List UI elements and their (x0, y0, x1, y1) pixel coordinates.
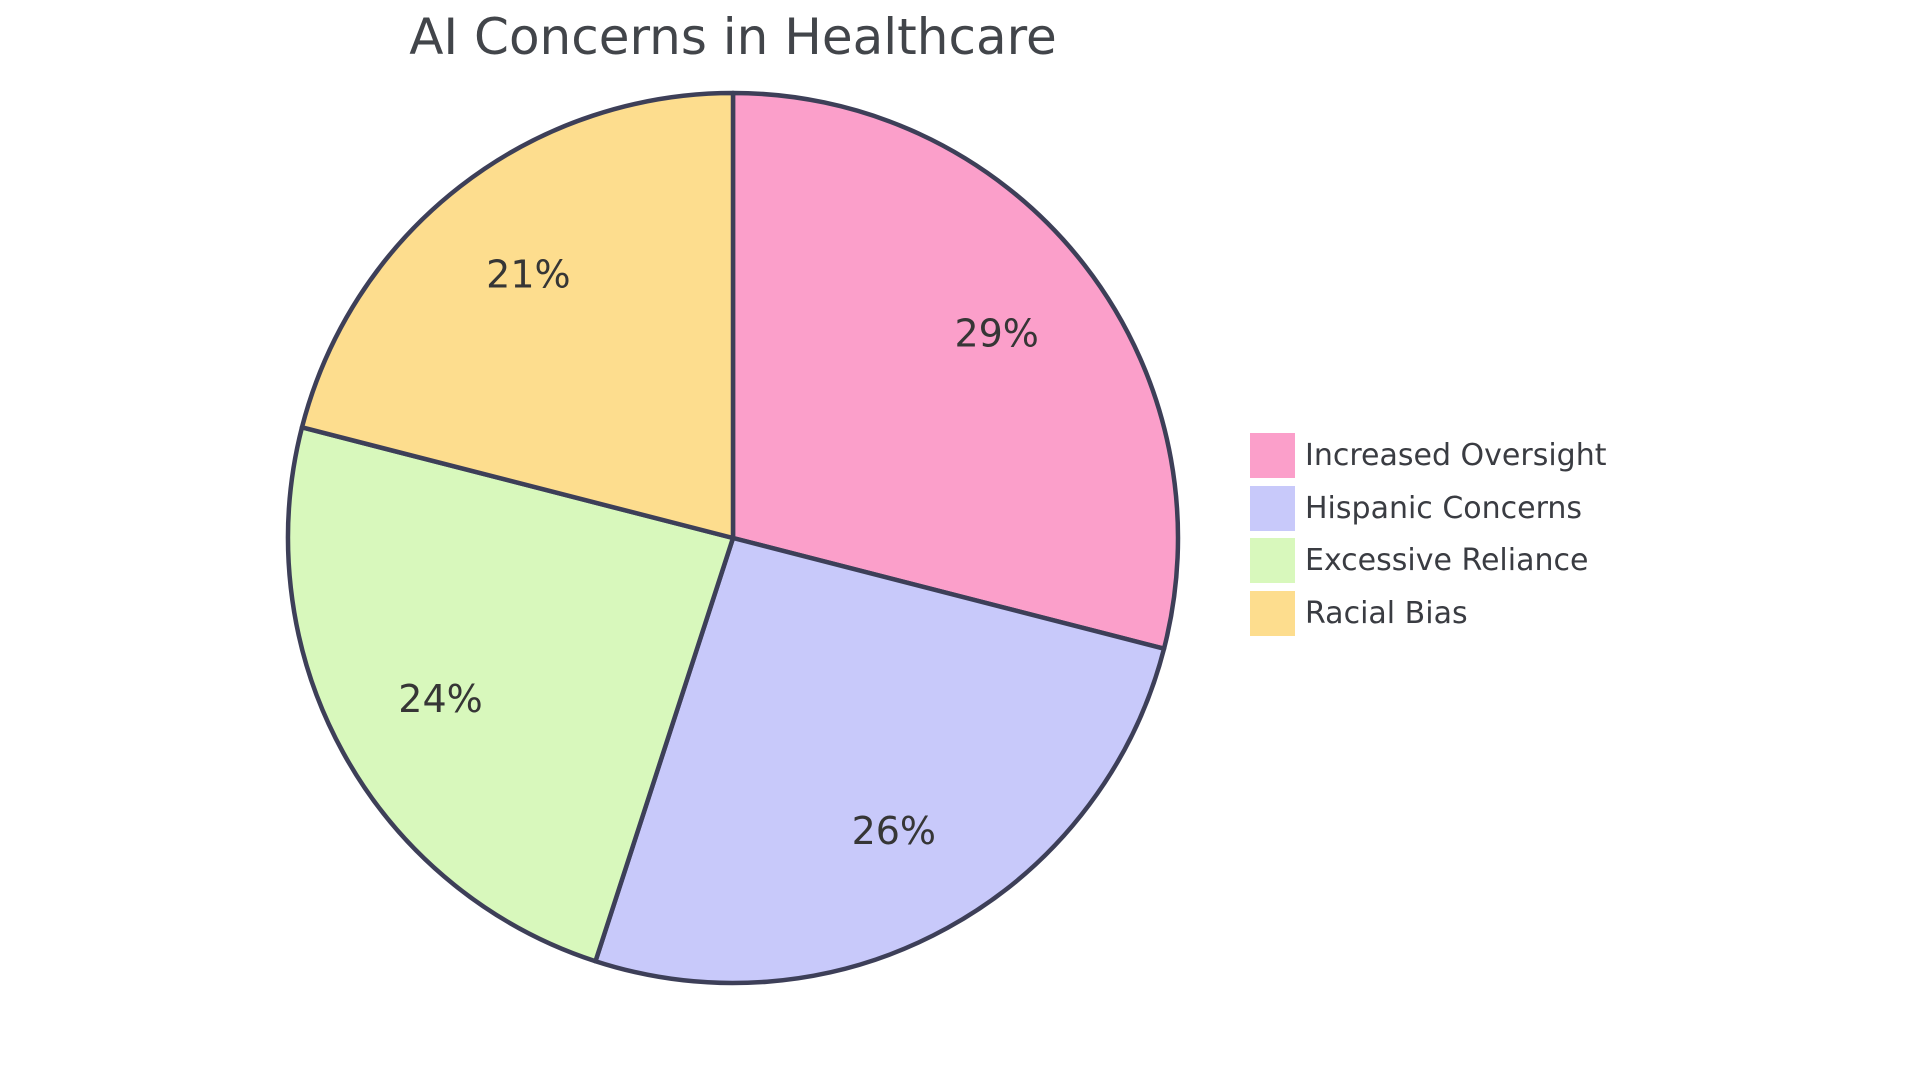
slice-percent-label-racial-bias: 21% (486, 253, 570, 297)
legend-label-excessive-reliance: Excessive Reliance (1305, 543, 1589, 578)
legend-label-increased-oversight: Increased Oversight (1305, 438, 1607, 473)
legend-swatch-hispanic-concerns (1250, 485, 1295, 531)
slice-percent-label-excessive-reliance: 24% (398, 677, 482, 721)
pie-slice-excessive-reliance[interactable] (285, 425, 736, 964)
legend-swatch-increased-oversight (1250, 433, 1295, 478)
slice-percent-label-increased-oversight: 29% (954, 312, 1038, 356)
legend-label-racial-bias: Racial Bias (1305, 595, 1468, 631)
pie-slice-hispanic-concerns[interactable] (593, 535, 1167, 986)
legend-item-excessive-reliance[interactable]: Excessive Reliance (1250, 538, 1606, 583)
chart-title: AI Concerns in Healthcare (409, 8, 1057, 66)
legend-swatch-racial-bias (1250, 590, 1295, 636)
legend-item-racial-bias[interactable]: Racial Bias (1250, 590, 1606, 636)
legend: Increased Oversight Hispanic Concerns Ex… (1250, 433, 1606, 636)
slice-percent-label-hispanic-concerns: 26% (852, 809, 936, 853)
legend-swatch-excessive-reliance (1250, 538, 1295, 583)
legend-label-hispanic-concerns: Hispanic Concerns (1305, 490, 1583, 526)
pie-slice-increased-oversight[interactable] (730, 90, 1181, 651)
pie-slice-racial-bias[interactable] (299, 90, 736, 541)
legend-item-increased-oversight[interactable]: Increased Oversight (1250, 433, 1606, 478)
legend-item-hispanic-concerns[interactable]: Hispanic Concerns (1250, 485, 1606, 531)
